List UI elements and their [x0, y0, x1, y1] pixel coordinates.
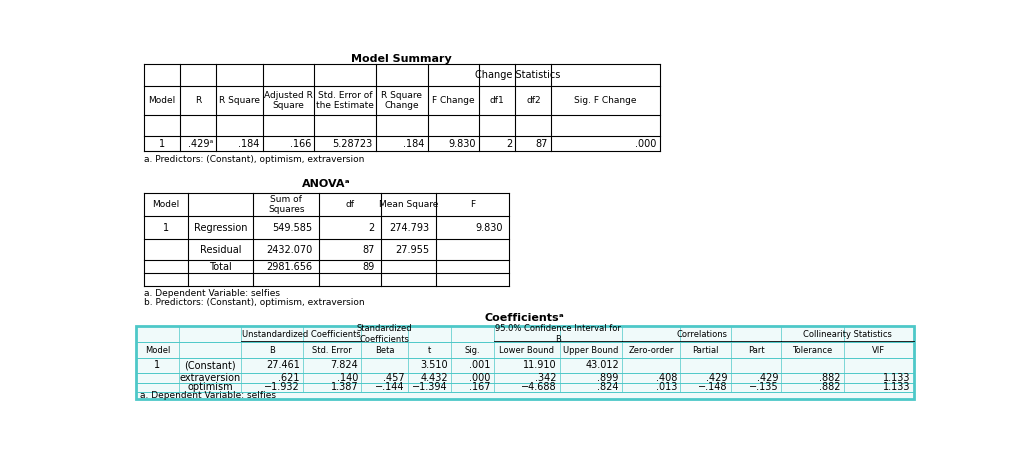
Text: 5.28723: 5.28723 — [333, 139, 373, 148]
Text: 2981.656: 2981.656 — [266, 261, 312, 271]
Text: Model: Model — [144, 346, 170, 355]
Text: Zero-order: Zero-order — [629, 346, 674, 355]
Text: −4.688: −4.688 — [521, 382, 557, 392]
Text: −.148: −.148 — [698, 382, 728, 392]
Text: .000: .000 — [635, 139, 656, 148]
Text: Sig. F Change: Sig. F Change — [574, 96, 637, 105]
Text: .429: .429 — [757, 373, 778, 382]
Text: .899: .899 — [597, 373, 618, 382]
Text: .408: .408 — [655, 373, 677, 382]
Text: Total: Total — [209, 261, 231, 271]
Text: VIF: VIF — [872, 346, 885, 355]
Text: 1: 1 — [159, 139, 165, 148]
Text: 1: 1 — [163, 223, 169, 233]
Text: −.144: −.144 — [376, 382, 404, 392]
Text: 9.830: 9.830 — [449, 139, 476, 148]
Text: Model: Model — [148, 96, 175, 105]
Text: 87: 87 — [536, 139, 548, 148]
Text: B: B — [269, 346, 275, 355]
Text: Partial: Partial — [692, 346, 719, 355]
Text: 27.955: 27.955 — [395, 245, 430, 255]
Text: .621: .621 — [279, 373, 300, 382]
Text: Residual: Residual — [200, 245, 242, 255]
Text: 43.012: 43.012 — [585, 360, 618, 370]
Text: .457: .457 — [383, 373, 404, 382]
Text: Unstandardized Coefficients: Unstandardized Coefficients — [242, 329, 360, 338]
Text: F Change: F Change — [432, 96, 475, 105]
Text: .166: .166 — [290, 139, 311, 148]
Text: .342: .342 — [536, 373, 557, 382]
Text: Model Summary: Model Summary — [351, 54, 453, 64]
Text: Tolerance: Tolerance — [793, 346, 833, 355]
Text: .000: .000 — [469, 373, 490, 382]
Text: ANOVAᵃ: ANOVAᵃ — [302, 179, 350, 189]
Text: Standardized
Coefficients: Standardized Coefficients — [357, 324, 413, 344]
Text: 274.793: 274.793 — [389, 223, 430, 233]
Text: df: df — [346, 200, 354, 209]
Text: optimism: optimism — [187, 382, 232, 392]
Text: Correlations: Correlations — [676, 329, 727, 338]
Text: .184: .184 — [238, 139, 259, 148]
Text: R Square: R Square — [219, 96, 260, 105]
Text: −.135: −.135 — [749, 382, 778, 392]
Text: F: F — [470, 200, 475, 209]
Text: Adjusted R
Square: Adjusted R Square — [264, 90, 312, 110]
Text: t: t — [428, 346, 431, 355]
Text: .001: .001 — [469, 360, 490, 370]
Text: .184: .184 — [403, 139, 424, 148]
Text: .429ᵃ: .429ᵃ — [187, 139, 213, 148]
Text: R: R — [195, 96, 201, 105]
Text: 1.133: 1.133 — [883, 373, 910, 382]
Text: Lower Bound: Lower Bound — [500, 346, 554, 355]
Text: b. Predictors: (Constant), optimism, extraversion: b. Predictors: (Constant), optimism, ext… — [143, 298, 365, 307]
Text: .882: .882 — [819, 373, 841, 382]
Text: R Square
Change: R Square Change — [381, 90, 422, 110]
Text: 2: 2 — [369, 223, 375, 233]
Text: df2: df2 — [526, 96, 541, 105]
Text: 87: 87 — [362, 245, 375, 255]
Text: .824: .824 — [597, 382, 618, 392]
Text: 11.910: 11.910 — [523, 360, 557, 370]
Text: extraversion: extraversion — [179, 373, 241, 382]
Text: .013: .013 — [655, 382, 677, 392]
Text: .140: .140 — [337, 373, 358, 382]
Text: 1.133: 1.133 — [883, 382, 910, 392]
Text: Upper Bound: Upper Bound — [563, 346, 618, 355]
Text: Sig.: Sig. — [465, 346, 480, 355]
Text: −1.932: −1.932 — [264, 382, 300, 392]
Text: .882: .882 — [819, 382, 841, 392]
Text: Change Statistics: Change Statistics — [475, 70, 560, 80]
Text: a. Predictors: (Constant), optimism, extraversion: a. Predictors: (Constant), optimism, ext… — [143, 155, 365, 164]
Text: df1: df1 — [489, 96, 505, 105]
Text: (Constant): (Constant) — [184, 360, 236, 370]
Text: Coefficientsᵃ: Coefficientsᵃ — [485, 313, 564, 324]
Text: Model: Model — [153, 200, 179, 209]
Text: a. Dependent Variable: selfies: a. Dependent Variable: selfies — [140, 391, 275, 400]
Text: Sum of
Squares: Sum of Squares — [268, 194, 304, 214]
Text: 4.432: 4.432 — [420, 373, 447, 382]
Text: .429: .429 — [707, 373, 728, 382]
Text: 2: 2 — [506, 139, 512, 148]
Text: 1: 1 — [155, 360, 161, 370]
Text: 2432.070: 2432.070 — [266, 245, 312, 255]
Text: Regression: Regression — [194, 223, 247, 233]
Text: Std. Error of
the Estimate: Std. Error of the Estimate — [316, 90, 374, 110]
Text: 1.387: 1.387 — [331, 382, 358, 392]
Text: 3.510: 3.510 — [420, 360, 447, 370]
FancyBboxPatch shape — [136, 326, 913, 399]
Text: 89: 89 — [362, 261, 375, 271]
Text: Part: Part — [748, 346, 765, 355]
Text: 549.585: 549.585 — [272, 223, 312, 233]
Text: Beta: Beta — [375, 346, 394, 355]
Text: Mean Square: Mean Square — [379, 200, 438, 209]
Text: Std. Error: Std. Error — [312, 346, 352, 355]
Text: a. Dependent Variable: selfies: a. Dependent Variable: selfies — [143, 289, 280, 298]
Text: 7.824: 7.824 — [331, 360, 358, 370]
Text: −1.394: −1.394 — [412, 382, 447, 392]
Text: Collinearity Statistics: Collinearity Statistics — [803, 329, 892, 338]
Text: 9.830: 9.830 — [475, 223, 503, 233]
Text: 95.0% Confidence Interval for
B: 95.0% Confidence Interval for B — [495, 324, 621, 344]
Text: .167: .167 — [469, 382, 490, 392]
Text: 27.461: 27.461 — [266, 360, 300, 370]
